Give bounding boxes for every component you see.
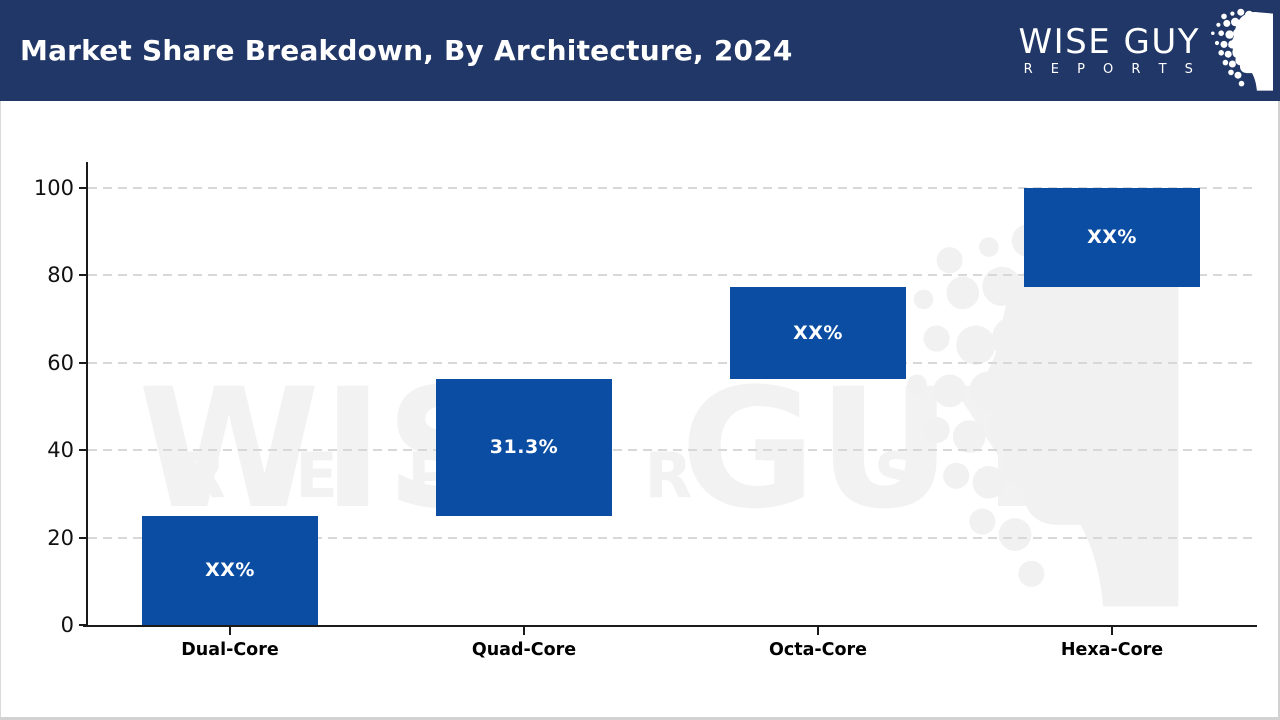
x-axis-spine — [83, 625, 1257, 627]
gridline-20 — [88, 536, 1256, 539]
y-axis-tick-label: 80 — [47, 263, 74, 287]
bar-value-label: XX% — [1087, 226, 1137, 249]
y-axis-tick — [79, 274, 87, 276]
x-axis-tick — [817, 627, 819, 635]
gridline-80 — [88, 274, 1256, 276]
y-axis-tick-label: 0 — [60, 613, 74, 637]
logo-wordmark-line1: WISE GUY — [1018, 21, 1200, 62]
header: Market Share Breakdown, By Architecture,… — [0, 0, 1280, 101]
y-axis-tick-label: 100 — [33, 175, 74, 200]
logo-wordmark-line2: R E P O R T S — [1023, 61, 1200, 77]
page-title: Market Share Breakdown, By Architecture,… — [20, 34, 793, 67]
bar-value-label: XX% — [793, 321, 843, 344]
gridline-100 — [88, 186, 1256, 189]
y-axis-tick-label: 40 — [47, 438, 74, 462]
y-axis-tick — [79, 361, 87, 364]
y-axis-spine — [86, 162, 88, 627]
y-axis-tick-label: 60 — [47, 350, 74, 375]
x-axis-tick — [1111, 627, 1113, 635]
y-axis-tick — [79, 624, 87, 626]
dotted-head-logo-icon — [1211, 8, 1273, 91]
x-axis-category-label: Dual-Core — [181, 640, 279, 660]
bar-value-label: 31.3% — [489, 436, 559, 459]
logo-wordmark: WISE GUY R E P O R T S — [1018, 23, 1200, 78]
bar-quad-core: 31.3% — [436, 378, 612, 516]
bar-hexa-core: XX% — [1024, 187, 1200, 287]
gridline-40 — [88, 449, 1256, 451]
wise-guy-reports-logo: WISE GUY R E P O R T S — [1018, 8, 1274, 92]
page-right-border — [1278, 101, 1280, 720]
bar-dual-core: XX% — [142, 515, 318, 625]
y-axis-tick — [79, 186, 87, 189]
bar-value-label: XX% — [205, 559, 255, 582]
page-left-border — [0, 101, 1, 720]
x-axis-category-label: Quad-Core — [471, 640, 577, 660]
x-axis-category-label: Hexa-Core — [1060, 640, 1164, 660]
bar-octa-core: XX% — [730, 286, 906, 379]
x-axis-tick — [523, 627, 525, 635]
y-axis-tick — [79, 536, 87, 539]
x-axis-tick — [229, 627, 231, 635]
y-axis-tick — [79, 449, 87, 451]
y-axis-tick-label: 20 — [47, 525, 74, 550]
x-axis-category-label: Octa-Core — [768, 640, 868, 660]
page-bottom-border — [0, 717, 1280, 720]
gridline-60 — [88, 361, 1256, 364]
